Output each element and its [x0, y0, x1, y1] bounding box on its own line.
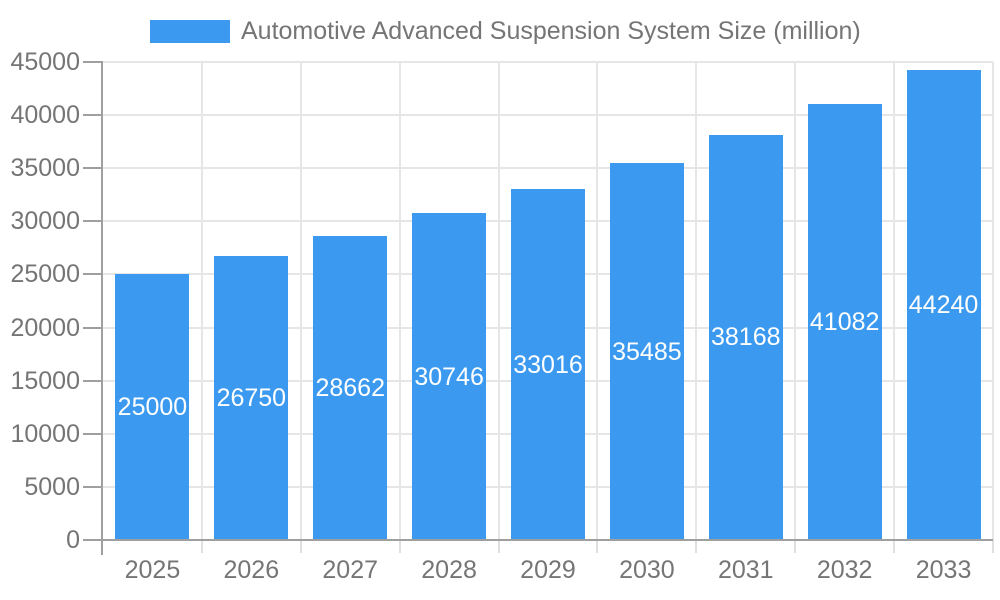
bar-value-label: 26750: [216, 383, 287, 412]
x-tick: [893, 540, 896, 553]
y-tick: [83, 326, 103, 329]
h-gridline: [103, 61, 993, 63]
h-gridline: [103, 114, 993, 117]
bar[interactable]: 33016: [511, 189, 585, 540]
x-axis-label: 2033: [915, 556, 972, 584]
y-tick: [83, 485, 103, 488]
legend-swatch[interactable]: [150, 20, 230, 43]
bar-value-label: 25000: [117, 393, 188, 422]
y-axis-label: 25000: [10, 260, 80, 289]
y-axis-label: 0: [66, 526, 80, 554]
y-axis-label: 40000: [10, 101, 80, 130]
x-axis-label: 2029: [520, 556, 576, 584]
y-tick: [83, 432, 103, 435]
x-axis-label: 2026: [223, 556, 280, 584]
x-tick: [695, 540, 698, 553]
bar[interactable]: 38168: [708, 134, 783, 540]
v-gridline: [398, 62, 401, 540]
bar[interactable]: 44240: [906, 70, 981, 540]
bar-value-label: 30746: [414, 362, 484, 391]
x-axis-line: [83, 539, 993, 541]
v-gridline: [794, 62, 797, 540]
v-gridline: [893, 62, 896, 540]
h-gridline: [103, 167, 993, 170]
bar[interactable]: 26750: [214, 255, 289, 540]
bar-value-label: 38168: [711, 323, 781, 352]
y-axis-label: 5000: [24, 472, 80, 501]
x-axis-label: 2027: [322, 556, 379, 584]
legend-label: Automotive Advanced Suspension System Si…: [241, 17, 861, 45]
y-axis-line: [101, 62, 103, 555]
bar[interactable]: 30746: [412, 213, 487, 540]
y-axis-label: 15000: [10, 366, 80, 395]
x-tick: [992, 540, 994, 553]
x-axis-label: 2031: [717, 556, 774, 584]
v-gridline: [200, 62, 203, 540]
bar-value-label: 33016: [513, 350, 583, 379]
bar[interactable]: 35485: [609, 163, 684, 540]
legend: Automotive Advanced Suspension System Si…: [150, 17, 861, 46]
v-gridline: [299, 62, 302, 540]
y-tick: [83, 114, 103, 117]
x-tick: [596, 540, 599, 553]
y-tick: [83, 379, 103, 382]
v-gridline: [596, 62, 599, 540]
x-axis-label: 2028: [421, 556, 477, 584]
y-tick: [83, 61, 103, 63]
bar[interactable]: 41082: [807, 103, 882, 540]
y-axis-label: 45000: [10, 48, 80, 76]
x-tick: [398, 540, 401, 553]
bar[interactable]: 25000: [115, 274, 190, 540]
v-gridline: [695, 62, 698, 540]
x-axis-label: 2032: [816, 556, 873, 584]
y-tick: [83, 167, 103, 170]
y-tick: [83, 273, 103, 276]
y-axis-label: 10000: [10, 419, 80, 448]
x-tick: [794, 540, 797, 553]
bar-value-label: 41082: [809, 307, 880, 336]
x-tick: [497, 540, 500, 553]
bar-value-label: 28662: [315, 373, 385, 402]
x-tick: [299, 540, 302, 553]
bar-value-label: 35485: [612, 337, 682, 366]
y-axis-label: 20000: [10, 313, 80, 342]
y-tick: [83, 220, 103, 223]
y-axis-label: 30000: [10, 207, 80, 236]
v-gridline: [992, 62, 994, 540]
bar[interactable]: 28662: [313, 235, 388, 540]
x-tick: [200, 540, 203, 553]
v-gridline: [497, 62, 500, 540]
y-axis-label: 35000: [10, 154, 80, 183]
bar-value-label: 44240: [908, 291, 979, 320]
x-axis-label: 2025: [124, 556, 181, 584]
x-axis-label: 2030: [619, 556, 675, 584]
